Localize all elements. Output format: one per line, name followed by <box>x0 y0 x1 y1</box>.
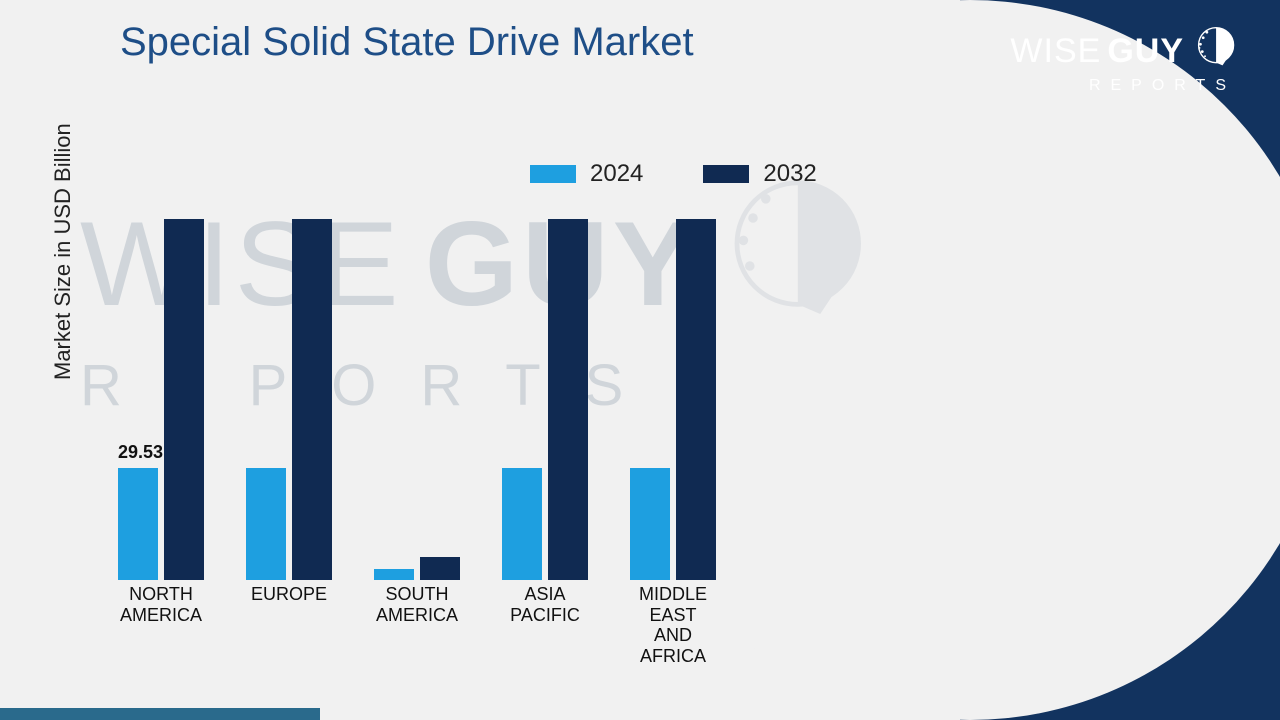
y-axis-label: Market Size in USD Billion <box>50 123 76 380</box>
legend-swatch-2032 <box>703 165 749 183</box>
brand-head-icon <box>1194 24 1240 79</box>
x-axis-label: MIDDLEEASTANDAFRICA <box>608 584 738 667</box>
bar <box>246 468 286 580</box>
brand-subtitle: REPORTS <box>1010 77 1236 95</box>
legend-swatch-2024 <box>530 165 576 183</box>
bar <box>630 468 670 580</box>
plot-area: 29.53 <box>118 200 968 580</box>
legend-label-2024: 2024 <box>590 160 643 188</box>
bar: 29.53 <box>118 468 158 580</box>
legend-item-2024: 2024 <box>530 160 643 188</box>
brand-logo: WISE GUY REPORTS <box>1010 24 1240 95</box>
bar-chart: 29.53 <box>118 200 968 580</box>
chart-title: Special Solid State Drive Market <box>120 20 694 65</box>
bar <box>420 557 460 580</box>
bar-value-label: 29.53 <box>118 442 158 463</box>
bar <box>502 468 542 580</box>
bar <box>292 219 332 580</box>
legend-label-2032: 2032 <box>763 160 816 188</box>
bar <box>374 569 414 580</box>
legend-item-2032: 2032 <box>703 160 816 188</box>
bar <box>548 219 588 580</box>
brand-name-1: WISE <box>1010 32 1101 71</box>
bar <box>164 219 204 580</box>
report-card: WISE GUY REPORTS Special Solid State Dri… <box>0 0 1280 720</box>
brand-name-2: GUY <box>1107 32 1184 71</box>
bar <box>676 219 716 580</box>
bottom-accent-bar <box>0 708 320 720</box>
x-axis-label: ASIAPACIFIC <box>480 584 610 625</box>
legend: 2024 2032 <box>530 160 817 188</box>
x-axis-label: NORTHAMERICA <box>96 584 226 625</box>
x-axis-label: SOUTHAMERICA <box>352 584 482 625</box>
x-axis-label: EUROPE <box>224 584 354 605</box>
